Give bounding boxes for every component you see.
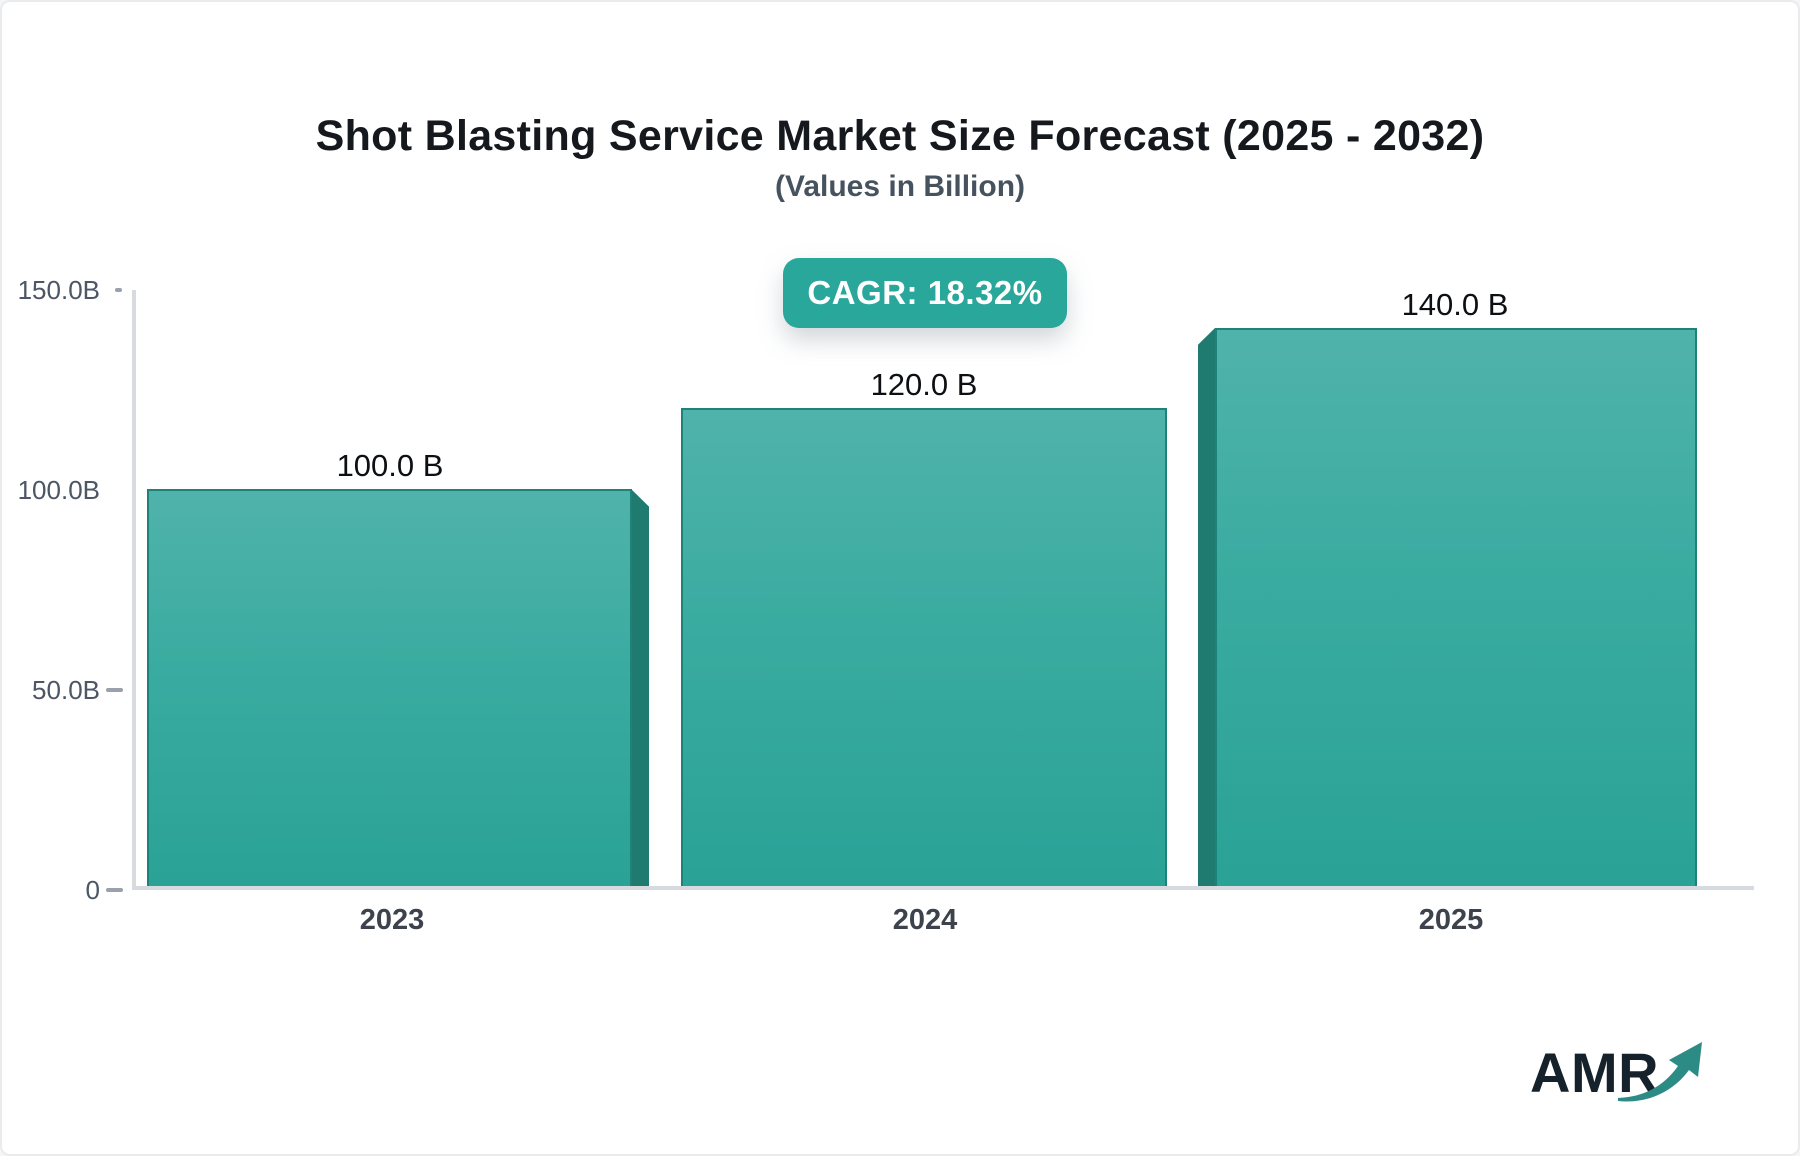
y-tick-label-50: 50.0B [32, 675, 100, 705]
bar-2025 [1215, 328, 1697, 886]
bar-2024 [681, 408, 1167, 886]
y-tick-label-0: 0 [85, 875, 100, 905]
bar-value-label-2023: 100.0 B [336, 448, 444, 483]
bar-value-label-2025: 140.0 B [1401, 287, 1509, 322]
y-tick-mark-0 [106, 888, 123, 892]
x-category-label-2023: 2023 [359, 904, 425, 936]
cagr-badge-label: CAGR: 18.32% [807, 274, 1043, 311]
amr-logo: AMR [1530, 1032, 1710, 1112]
bar-2023 [147, 489, 632, 886]
chart-title: Shot Blasting Service Market Size Foreca… [315, 112, 1485, 160]
bar-value-label-2024: 120.0 B [870, 367, 978, 402]
bar-3d-side-2025 [1198, 328, 1215, 886]
amr-logo-text: AMR [1530, 1041, 1660, 1104]
bar-3d-side-2023 [632, 490, 649, 886]
y-tick-mark-150 [115, 288, 122, 292]
growth-arrow-icon [1618, 1042, 1702, 1102]
x-category-label-2024: 2024 [892, 904, 958, 936]
y-tick-label-100: 100.0B [17, 475, 100, 505]
x-category-label-2025: 2025 [1418, 904, 1484, 936]
y-axis-line [132, 290, 136, 888]
y-tick-mark-50 [106, 688, 123, 692]
y-tick-label-150: 150.0B [17, 275, 100, 305]
chart-subtitle: (Values in Billion) [774, 170, 1026, 203]
x-axis-baseline [132, 886, 1754, 890]
cagr-badge: CAGR: 18.32% [783, 258, 1067, 328]
